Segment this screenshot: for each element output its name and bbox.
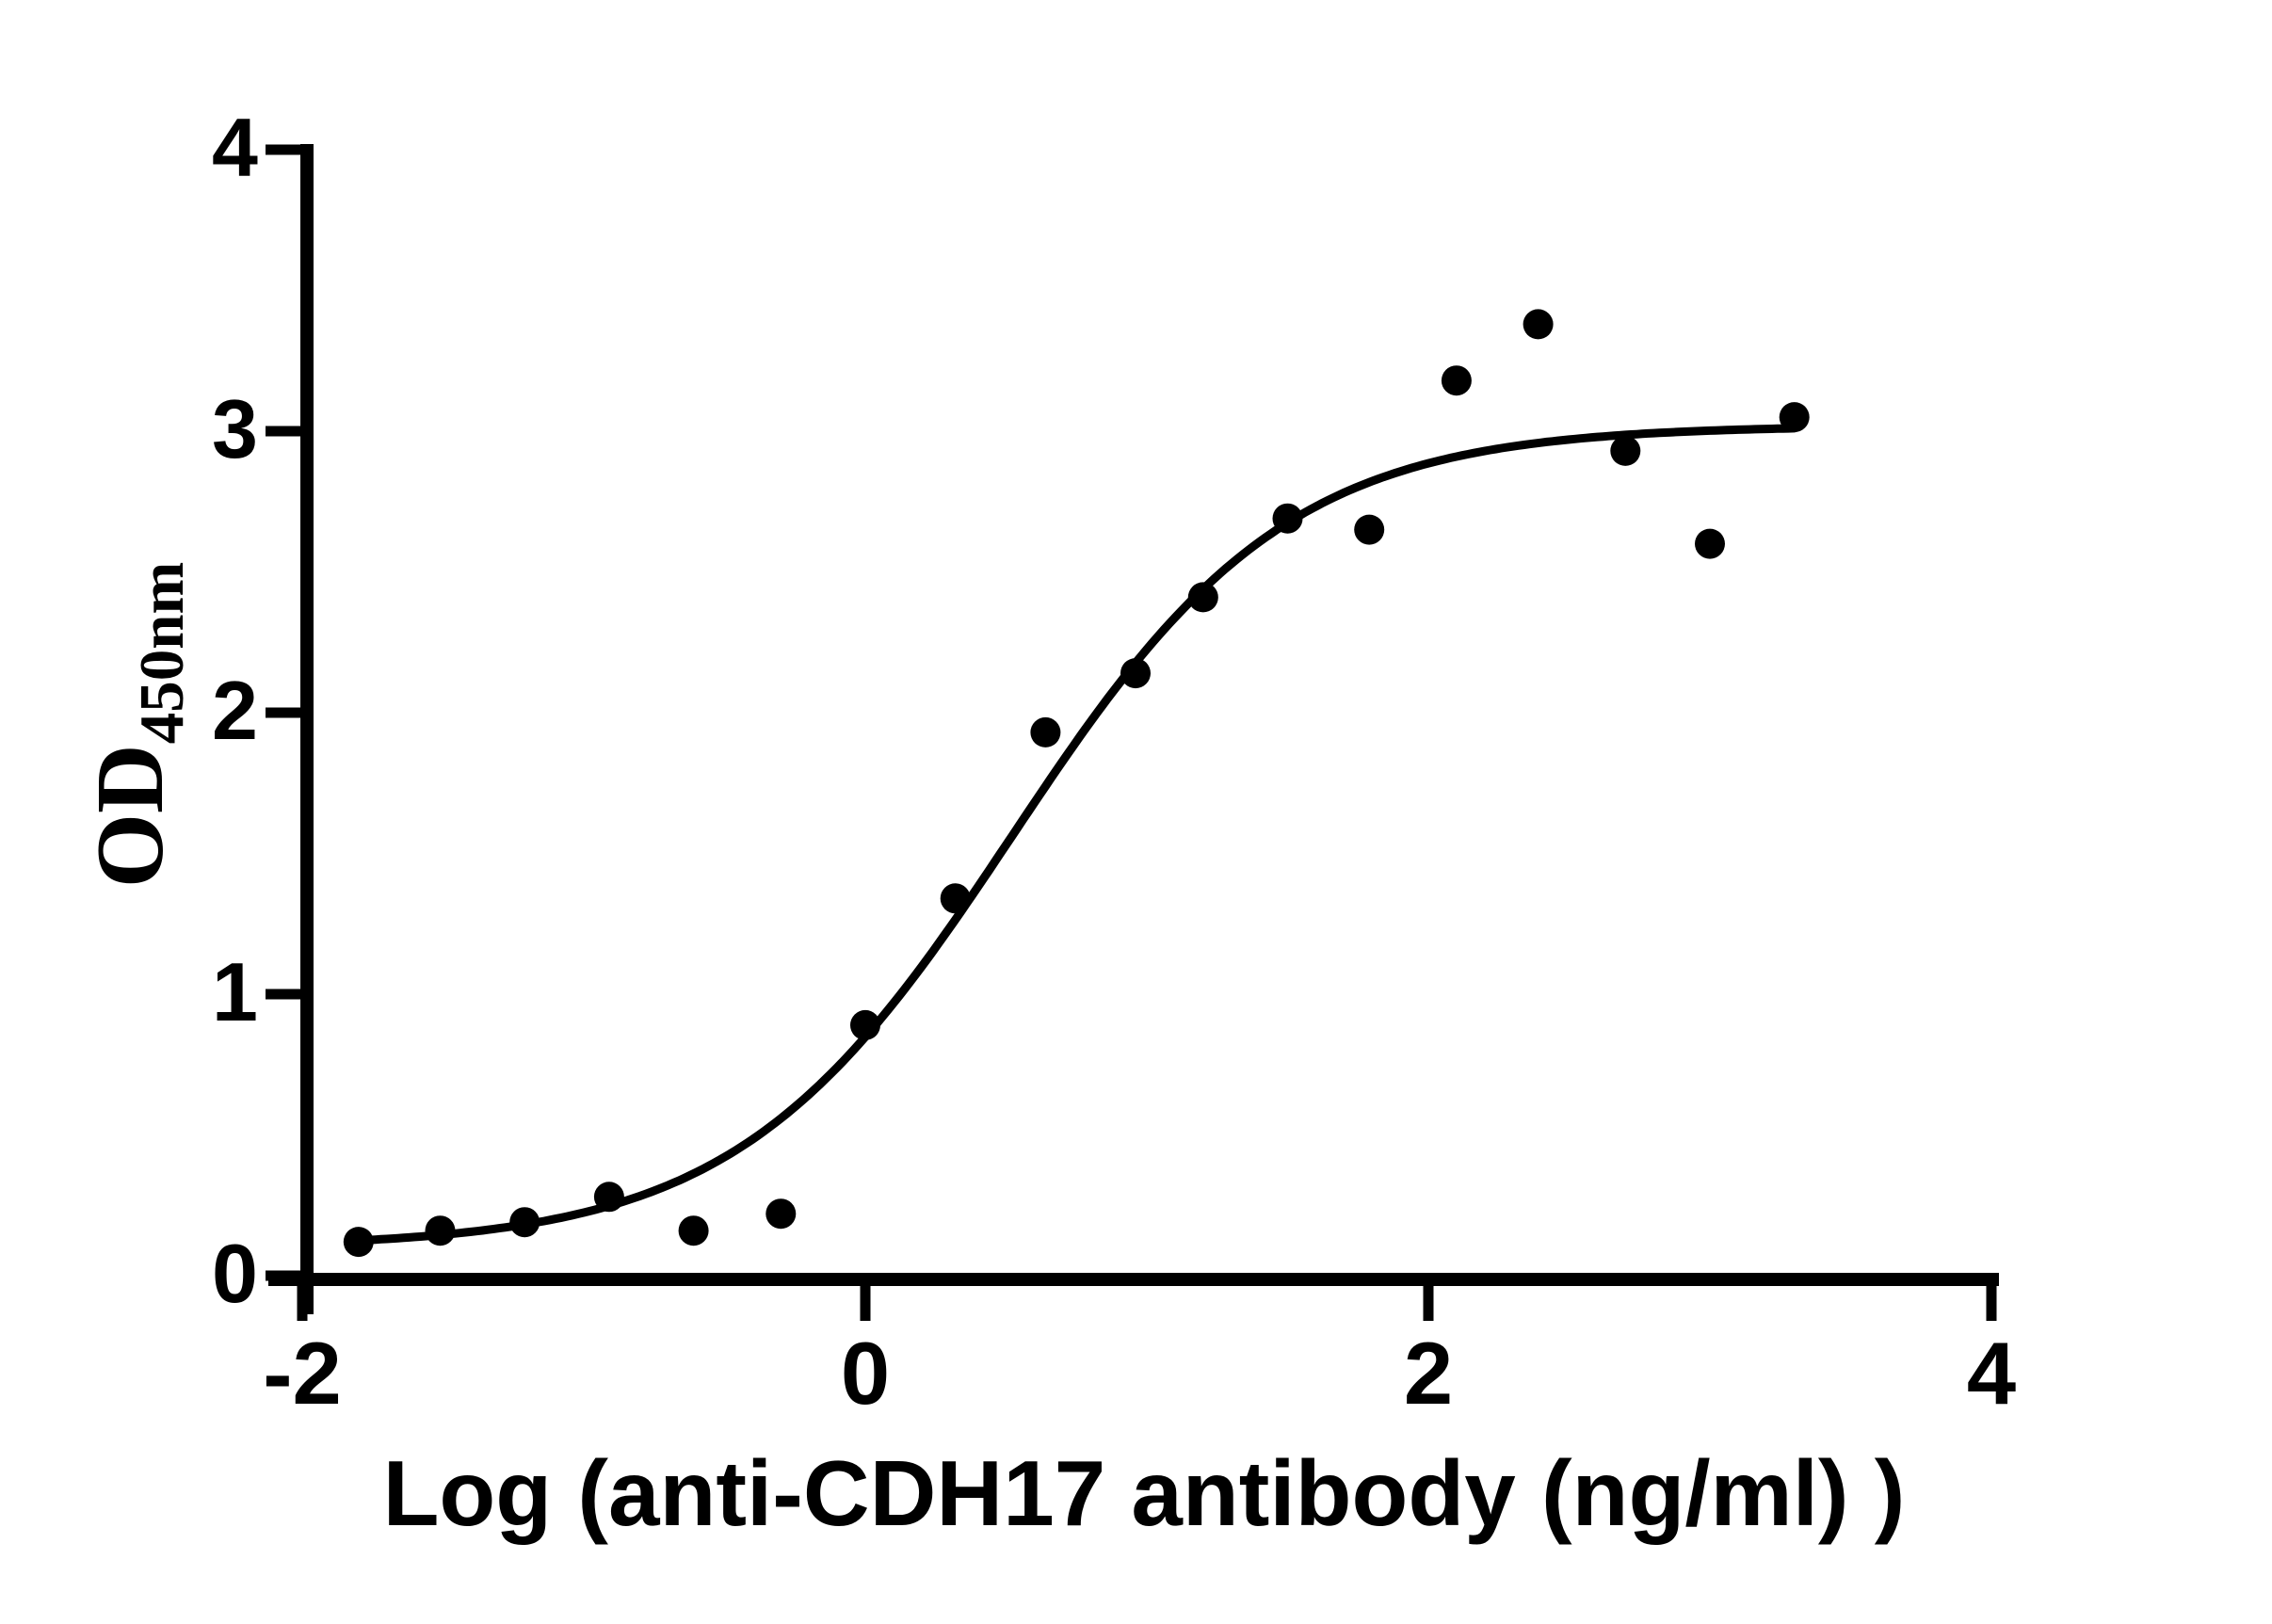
data-point (765, 1198, 797, 1230)
data-point (1523, 309, 1554, 340)
data-point (1272, 503, 1303, 534)
y-axis-title: OD450nm (77, 562, 197, 889)
x-tick-labels: -2 0 2 4 (263, 1324, 2016, 1423)
data-point (1120, 658, 1151, 689)
fit-curve (348, 424, 1799, 1246)
data-point (1441, 365, 1472, 396)
x-tick-label: -2 (263, 1324, 342, 1423)
data-point (850, 1009, 880, 1040)
x-tick-label: 0 (841, 1324, 890, 1423)
y-tick-labels: 0 1 2 3 4 (212, 101, 258, 1320)
data-point (1354, 514, 1385, 545)
data-point (940, 883, 971, 914)
data-point (593, 1182, 624, 1213)
tick-marks (266, 144, 1997, 1321)
data-point (343, 1227, 374, 1258)
data-point (1030, 716, 1061, 748)
axes (268, 144, 1999, 1314)
data-point (1695, 528, 1725, 559)
x-axis-title: Log (anti-CDH17 antibody (ng/ml) ) (383, 1441, 1906, 1545)
data-point (509, 1207, 540, 1238)
y-tick-label: 1 (212, 945, 258, 1038)
data-points (343, 309, 1810, 1258)
x-tick-label: 4 (1967, 1324, 2016, 1423)
data-point (678, 1215, 709, 1246)
y-axis-title-main: OD (77, 744, 184, 888)
data-point (1610, 435, 1641, 466)
y-tick-label: 0 (212, 1227, 258, 1320)
data-point (1187, 582, 1218, 613)
y-axis-title-subscript: 450nm (127, 562, 197, 745)
fit-curve-path (348, 424, 1799, 1246)
y-tick-label: 3 (212, 382, 258, 475)
data-point (425, 1215, 456, 1246)
y-tick-label: 4 (212, 101, 258, 194)
y-tick-label: 2 (212, 664, 258, 757)
data-point (1779, 402, 1810, 433)
x-tick-label: 2 (1404, 1324, 1453, 1423)
